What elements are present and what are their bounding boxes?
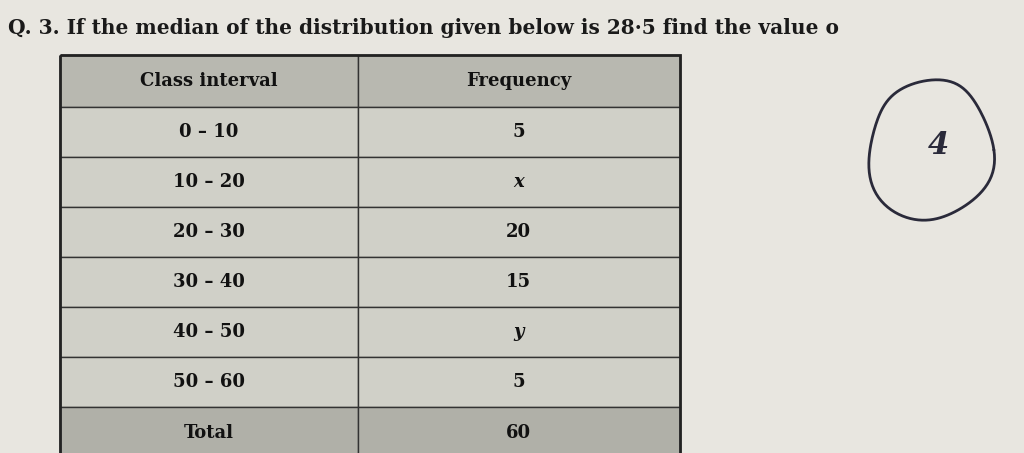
Text: 5: 5 [512, 373, 525, 391]
Text: Class interval: Class interval [140, 72, 278, 90]
Text: 20 – 30: 20 – 30 [173, 223, 245, 241]
Text: 30 – 40: 30 – 40 [173, 273, 245, 291]
FancyBboxPatch shape [357, 307, 680, 357]
Text: Frequency: Frequency [466, 72, 571, 90]
Text: 10 – 20: 10 – 20 [173, 173, 245, 191]
FancyBboxPatch shape [357, 157, 680, 207]
FancyBboxPatch shape [60, 55, 357, 107]
FancyBboxPatch shape [357, 55, 680, 107]
Text: Total: Total [183, 424, 233, 442]
FancyBboxPatch shape [357, 107, 680, 157]
FancyBboxPatch shape [357, 407, 680, 453]
FancyBboxPatch shape [60, 157, 357, 207]
Text: y: y [514, 323, 524, 341]
FancyBboxPatch shape [357, 207, 680, 257]
FancyBboxPatch shape [60, 257, 357, 307]
Text: 15: 15 [506, 273, 531, 291]
Text: 60: 60 [506, 424, 531, 442]
FancyBboxPatch shape [60, 107, 357, 157]
Text: Q. 3. If the median of the distribution given below is 28·5 find the value o: Q. 3. If the median of the distribution … [8, 18, 839, 38]
Text: 4: 4 [928, 130, 948, 160]
Text: 40 – 50: 40 – 50 [173, 323, 245, 341]
FancyBboxPatch shape [60, 307, 357, 357]
FancyBboxPatch shape [60, 207, 357, 257]
Text: x: x [513, 173, 524, 191]
FancyBboxPatch shape [60, 357, 357, 407]
Text: 5: 5 [512, 123, 525, 141]
Text: 50 – 60: 50 – 60 [173, 373, 245, 391]
FancyBboxPatch shape [357, 257, 680, 307]
FancyBboxPatch shape [357, 357, 680, 407]
Text: 0 – 10: 0 – 10 [179, 123, 239, 141]
FancyBboxPatch shape [60, 407, 357, 453]
Text: 20: 20 [506, 223, 531, 241]
